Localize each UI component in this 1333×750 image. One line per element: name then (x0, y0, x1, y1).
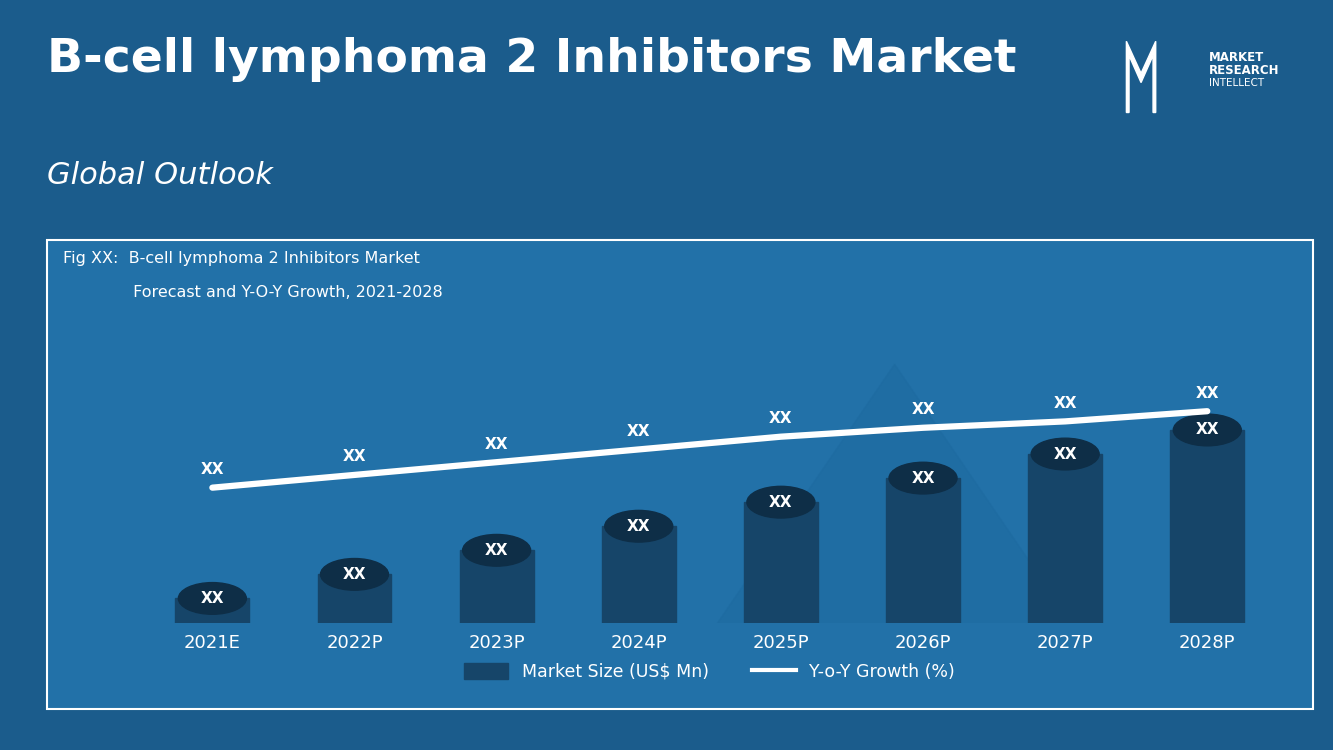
Text: XX: XX (343, 449, 367, 464)
Text: XX: XX (485, 543, 508, 558)
Ellipse shape (320, 559, 388, 590)
Ellipse shape (746, 486, 814, 518)
Text: XX: XX (912, 470, 934, 485)
Text: XX: XX (485, 436, 508, 451)
Ellipse shape (1173, 414, 1241, 446)
Bar (1028, 454, 1102, 622)
Text: XX: XX (627, 519, 651, 534)
Bar (317, 574, 392, 622)
Text: XX: XX (769, 495, 793, 510)
Text: XX: XX (769, 411, 793, 426)
Polygon shape (709, 364, 1080, 634)
Text: Fig XX:  B-cell lymphoma 2 Inhibitors Market: Fig XX: B-cell lymphoma 2 Inhibitors Mar… (63, 251, 420, 266)
Text: XX: XX (200, 462, 224, 477)
Bar (176, 598, 249, 622)
Text: XX: XX (1196, 386, 1220, 400)
Bar (460, 550, 533, 622)
Text: RESEARCH: RESEARCH (1209, 64, 1280, 77)
Text: B-cell lymphoma 2 Inhibitors Market: B-cell lymphoma 2 Inhibitors Market (47, 38, 1016, 82)
Text: Global Outlook: Global Outlook (47, 161, 272, 190)
Ellipse shape (889, 462, 957, 494)
Text: XX: XX (200, 591, 224, 606)
Text: Forecast and Y-O-Y Growth, 2021-2028: Forecast and Y-O-Y Growth, 2021-2028 (87, 285, 443, 300)
Text: INTELLECT: INTELLECT (1209, 78, 1264, 88)
Text: XX: XX (912, 402, 934, 417)
Bar (744, 503, 818, 622)
Text: XX: XX (1053, 446, 1077, 461)
Bar (886, 478, 960, 622)
Bar (601, 526, 676, 622)
Legend: Market Size (US$ Mn), Y-o-Y Growth (%): Market Size (US$ Mn), Y-o-Y Growth (%) (456, 654, 964, 689)
Ellipse shape (463, 535, 531, 566)
Polygon shape (1126, 41, 1156, 112)
Text: XX: XX (1196, 422, 1220, 437)
Text: XX: XX (1053, 396, 1077, 411)
FancyBboxPatch shape (47, 240, 1313, 709)
Text: XX: XX (627, 424, 651, 439)
Ellipse shape (1032, 438, 1100, 470)
Ellipse shape (179, 583, 247, 614)
Ellipse shape (605, 511, 673, 542)
Text: MARKET: MARKET (1209, 51, 1264, 64)
Bar (1170, 430, 1244, 622)
Text: XX: XX (343, 567, 367, 582)
